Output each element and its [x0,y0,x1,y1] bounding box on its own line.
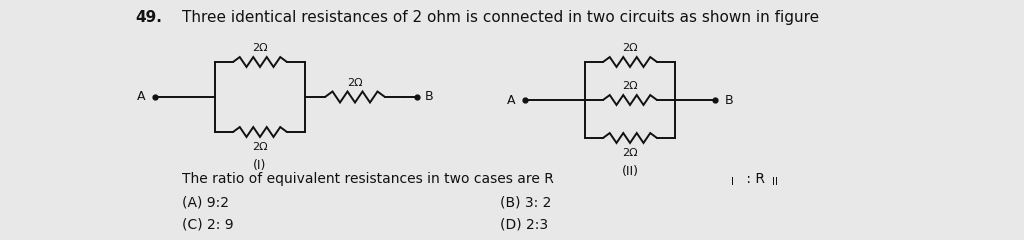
Text: 2Ω: 2Ω [623,43,638,53]
Text: (B) 3: 2: (B) 3: 2 [500,196,551,210]
Text: II: II [772,177,778,187]
Text: (C) 2: 9: (C) 2: 9 [182,218,233,232]
Text: 2Ω: 2Ω [623,81,638,91]
Text: 2Ω: 2Ω [347,78,362,88]
Text: The ratio of equivalent resistances in two cases are R: The ratio of equivalent resistances in t… [182,172,554,186]
Text: 49.: 49. [135,10,162,25]
Text: 2Ω: 2Ω [623,148,638,158]
Text: (II): (II) [622,165,639,178]
Text: (I): (I) [253,159,266,172]
Text: 2Ω: 2Ω [252,43,268,53]
Text: I: I [731,177,734,187]
Text: (D) 2:3: (D) 2:3 [500,218,548,232]
Text: Three identical resistances of 2 ohm is connected in two circuits as shown in fi: Three identical resistances of 2 ohm is … [182,10,819,25]
Text: (A) 9:2: (A) 9:2 [182,196,229,210]
Text: A: A [136,90,145,103]
Text: B: B [425,90,433,103]
Text: 2Ω: 2Ω [252,142,268,152]
Text: B: B [725,94,733,107]
Text: A: A [507,94,515,107]
Text: : R: : R [742,172,765,186]
